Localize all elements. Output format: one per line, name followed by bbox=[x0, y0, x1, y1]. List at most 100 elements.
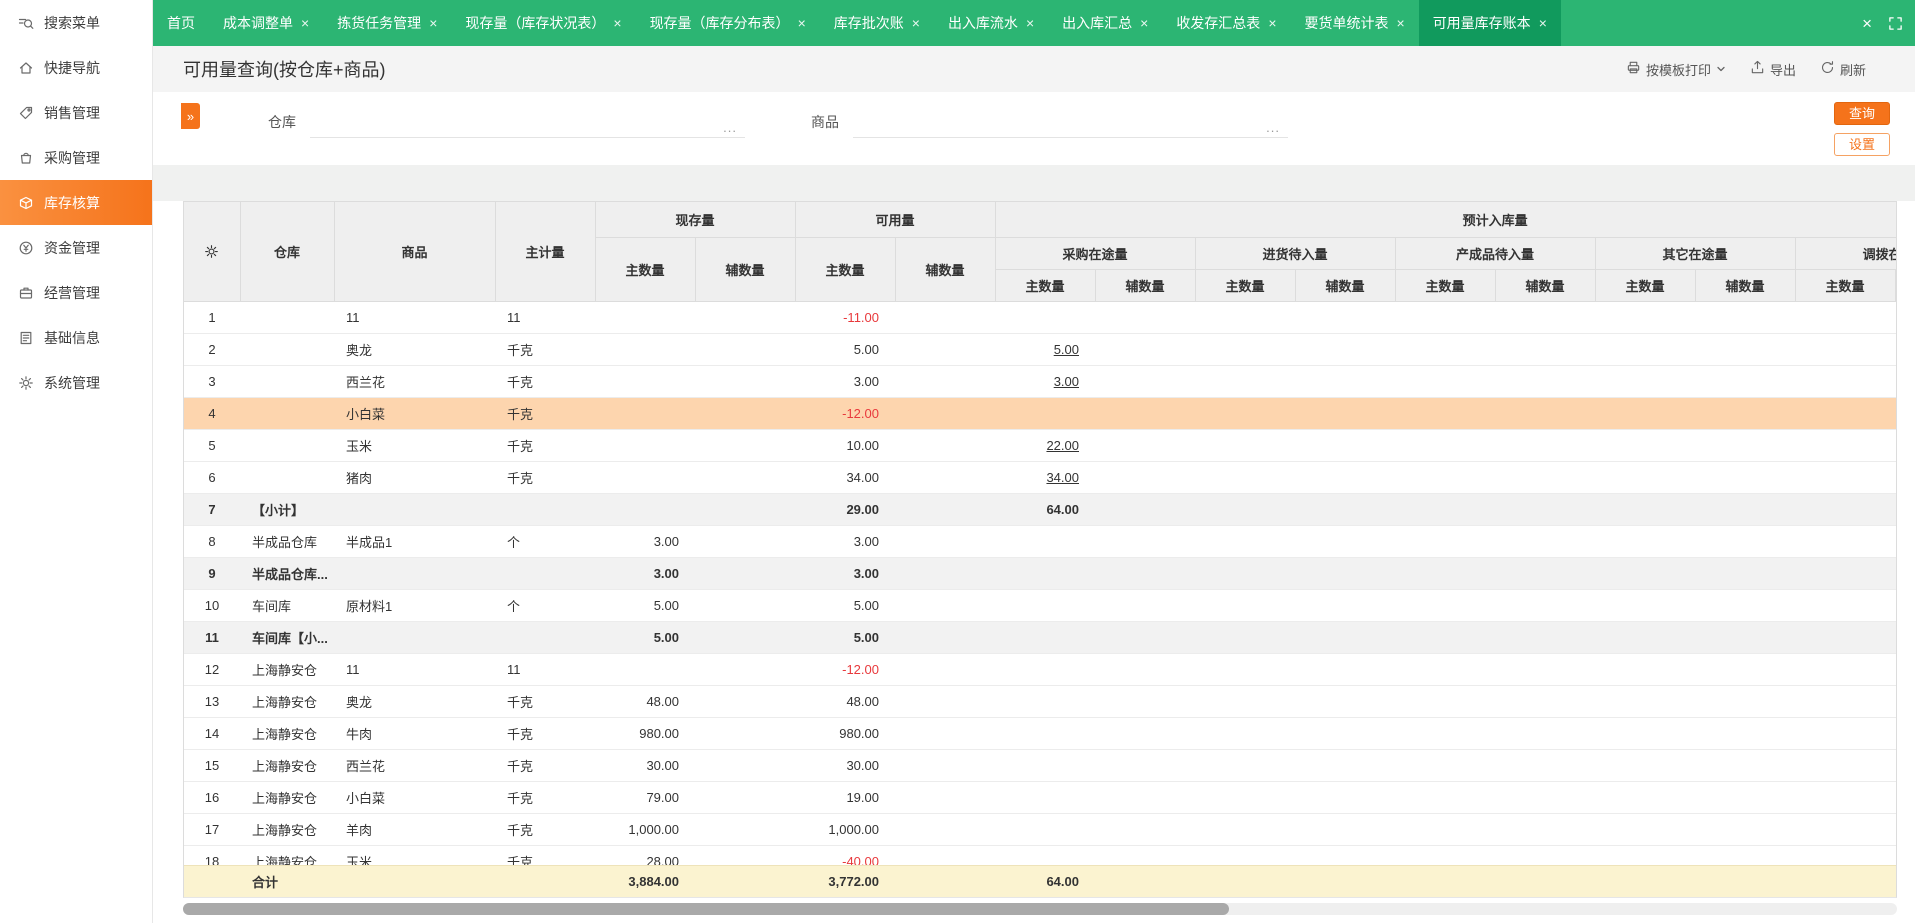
col-header-alloc-aux[interactable]: 辅数量 bbox=[1895, 269, 1896, 302]
cell-recv_main bbox=[1195, 749, 1295, 782]
column-settings-button[interactable] bbox=[184, 202, 241, 302]
tab-item[interactable]: 现存量（库存分布表） × bbox=[636, 0, 820, 46]
sidebar-item-sales[interactable]: 销售管理 bbox=[0, 90, 152, 135]
table-row[interactable]: 5 玉米 千克 10.00 22.00 bbox=[184, 429, 1896, 462]
tab-close-icon[interactable]: × bbox=[613, 15, 622, 31]
col-header-onhand-aux[interactable]: 辅数量 bbox=[695, 237, 796, 302]
sidebar-item-search-menu[interactable]: 搜索菜单 bbox=[0, 0, 152, 45]
horizontal-scrollbar[interactable] bbox=[183, 903, 1897, 915]
table-row[interactable]: 10 车间库 原材料1 个 5.00 5.00 bbox=[184, 589, 1896, 622]
warehouse-input[interactable]: ... bbox=[310, 108, 745, 138]
sidebar-item-system[interactable]: 系统管理 bbox=[0, 360, 152, 405]
cell-unit: 千克 bbox=[495, 365, 595, 398]
drilldown-link[interactable]: 22.00 bbox=[1046, 438, 1079, 453]
refresh-button[interactable]: 刷新 bbox=[1820, 60, 1866, 79]
cell-po_main: 34.00 bbox=[995, 461, 1095, 494]
cell-po_main: 64.00 bbox=[995, 493, 1095, 526]
col-header-product[interactable]: 商品 bbox=[334, 202, 496, 302]
sidebar-item-inventory[interactable]: 库存核算 bbox=[0, 180, 152, 225]
export-button[interactable]: 导出 bbox=[1750, 60, 1796, 79]
sidebar-item-home[interactable]: 快捷导航 bbox=[0, 45, 152, 90]
cell-alloc_main bbox=[1795, 493, 1895, 526]
col-header-recv-main[interactable]: 主数量 bbox=[1195, 269, 1296, 302]
col-header-fg-main[interactable]: 主数量 bbox=[1395, 269, 1496, 302]
col-header-other-aux[interactable]: 辅数量 bbox=[1695, 269, 1796, 302]
tab-item[interactable]: 要货单统计表 × bbox=[1291, 0, 1419, 46]
cell-avail_aux bbox=[895, 589, 995, 622]
sidebar-item-funds[interactable]: 资金管理 bbox=[0, 225, 152, 270]
table-row[interactable]: 6 猪肉 千克 34.00 34.00 bbox=[184, 461, 1896, 494]
table-row[interactable]: 14 上海静安仓 牛肉 千克 980.00 980.00 bbox=[184, 717, 1896, 750]
table-row[interactable]: 7 【小计】 29.00 64.00 bbox=[184, 493, 1896, 526]
tab-close-icon[interactable]: × bbox=[301, 15, 310, 31]
filter-expand-button[interactable]: » bbox=[181, 103, 200, 129]
cell-other_aux bbox=[1695, 333, 1795, 366]
sidebar-item-business[interactable]: 经营管理 bbox=[0, 270, 152, 315]
col-header-warehouse[interactable]: 仓库 bbox=[240, 202, 335, 302]
fullscreen-icon[interactable] bbox=[1888, 16, 1903, 31]
drilldown-link[interactable]: 3.00 bbox=[1053, 374, 1079, 389]
cell-onhand_aux bbox=[695, 333, 795, 366]
tab-close-icon[interactable]: × bbox=[911, 15, 920, 31]
tab-close-icon[interactable]: × bbox=[1268, 15, 1277, 31]
col-header-available-main[interactable]: 主数量 bbox=[795, 237, 896, 302]
tab-item[interactable]: 出入库流水 × bbox=[934, 0, 1048, 46]
cell-unit: 千克 bbox=[495, 461, 595, 494]
print-by-template-button[interactable]: 按模板打印 bbox=[1626, 60, 1726, 79]
tab-item[interactable]: 可用量库存账本 × bbox=[1418, 0, 1561, 46]
tab-item[interactable]: 成本调整单 × bbox=[209, 0, 323, 46]
query-button[interactable]: 查询 bbox=[1834, 102, 1890, 125]
drilldown-link[interactable]: 34.00 bbox=[1046, 470, 1079, 485]
refresh-icon bbox=[1820, 60, 1835, 78]
close-icon[interactable]: × bbox=[1862, 13, 1872, 33]
table-row[interactable]: 12 上海静安仓 11 11 -12.00 bbox=[184, 653, 1896, 686]
tab-close-icon[interactable]: × bbox=[1140, 15, 1149, 31]
col-header-fg-aux[interactable]: 辅数量 bbox=[1495, 269, 1596, 302]
col-header-recv-aux[interactable]: 辅数量 bbox=[1295, 269, 1396, 302]
tab-item[interactable]: 库存批次账 × bbox=[820, 0, 934, 46]
col-header-po-aux[interactable]: 辅数量 bbox=[1095, 269, 1196, 302]
settings-button[interactable]: 设置 bbox=[1834, 133, 1890, 156]
table-body-viewport[interactable]: 1 11 11 -11.00 2 奥龙 千克 5.00 5.00 3 西兰花 千克 3.00 3.00 4 小… bbox=[184, 301, 1896, 865]
table-body-table: 1 11 11 -11.00 2 奥龙 千克 5.00 5.00 3 西兰花 千克 3.00 3.00 4 小… bbox=[184, 301, 1896, 865]
table-row[interactable]: 2 奥龙 千克 5.00 5.00 bbox=[184, 333, 1896, 366]
sidebar-item-base-info[interactable]: 基础信息 bbox=[0, 315, 152, 360]
table-row[interactable]: 15 上海静安仓 西兰花 千克 30.00 30.00 bbox=[184, 749, 1896, 782]
tab-item[interactable]: 现存量（库存状况表） × bbox=[451, 0, 635, 46]
tab-close-icon[interactable]: × bbox=[1025, 15, 1035, 31]
col-header-po-main[interactable]: 主数量 bbox=[995, 269, 1096, 302]
drilldown-link[interactable]: 5.00 bbox=[1053, 342, 1079, 357]
product-input[interactable]: ... bbox=[853, 108, 1288, 138]
tab-close-icon[interactable]: × bbox=[1538, 15, 1547, 31]
cell-recv_aux bbox=[1295, 397, 1395, 430]
col-header-other-main[interactable]: 主数量 bbox=[1595, 269, 1696, 302]
warehouse-picker-ellipsis-icon[interactable]: ... bbox=[723, 120, 737, 135]
table-row[interactable]: 3 西兰花 千克 3.00 3.00 bbox=[184, 365, 1896, 398]
sidebar-item-purchase[interactable]: 采购管理 bbox=[0, 135, 152, 180]
tab-close-icon[interactable]: × bbox=[1396, 15, 1405, 31]
tab-item[interactable]: 拣货任务管理 × bbox=[323, 0, 451, 46]
tab-item[interactable]: 首页 bbox=[153, 0, 209, 46]
tab-close-icon[interactable]: × bbox=[429, 15, 438, 31]
chevron-down-icon[interactable] bbox=[1716, 62, 1726, 77]
table-row[interactable]: 16 上海静安仓 小白菜 千克 79.00 19.00 bbox=[184, 781, 1896, 814]
col-header-onhand-main[interactable]: 主数量 bbox=[595, 237, 696, 302]
col-header-unit[interactable]: 主计量 bbox=[495, 202, 596, 302]
table-row[interactable]: 8 半成品仓库 半成品1 个 3.00 3.00 bbox=[184, 525, 1896, 558]
table-row[interactable]: 17 上海静安仓 羊肉 千克 1,000.00 1,000.00 bbox=[184, 813, 1896, 846]
product-picker-ellipsis-icon[interactable]: ... bbox=[1266, 120, 1280, 135]
col-header-alloc-main[interactable]: 主数量 bbox=[1795, 269, 1896, 302]
tab-close-icon[interactable]: × bbox=[797, 15, 806, 31]
table-row[interactable]: 13 上海静安仓 奥龙 千克 48.00 48.00 bbox=[184, 685, 1896, 718]
cell-warehouse: 上海静安仓 bbox=[240, 717, 334, 750]
tab-item[interactable]: 出入库汇总 × bbox=[1048, 0, 1162, 46]
table-row[interactable]: 11 车间库【小... 5.00 5.00 bbox=[184, 621, 1896, 654]
cell-num: 10 bbox=[184, 589, 240, 622]
table-row[interactable]: 18 上海静安仓 玉米 千克 28.00 -40.00 bbox=[184, 845, 1896, 865]
tab-item[interactable]: 收发存汇总表 × bbox=[1162, 0, 1290, 46]
col-header-available-aux[interactable]: 辅数量 bbox=[895, 237, 996, 302]
table-row[interactable]: 9 半成品仓库... 3.00 3.00 bbox=[184, 557, 1896, 590]
scrollbar-thumb[interactable] bbox=[183, 903, 1229, 915]
table-row[interactable]: 1 11 11 -11.00 bbox=[184, 301, 1896, 334]
table-row[interactable]: 4 小白菜 千克 -12.00 bbox=[184, 397, 1896, 430]
